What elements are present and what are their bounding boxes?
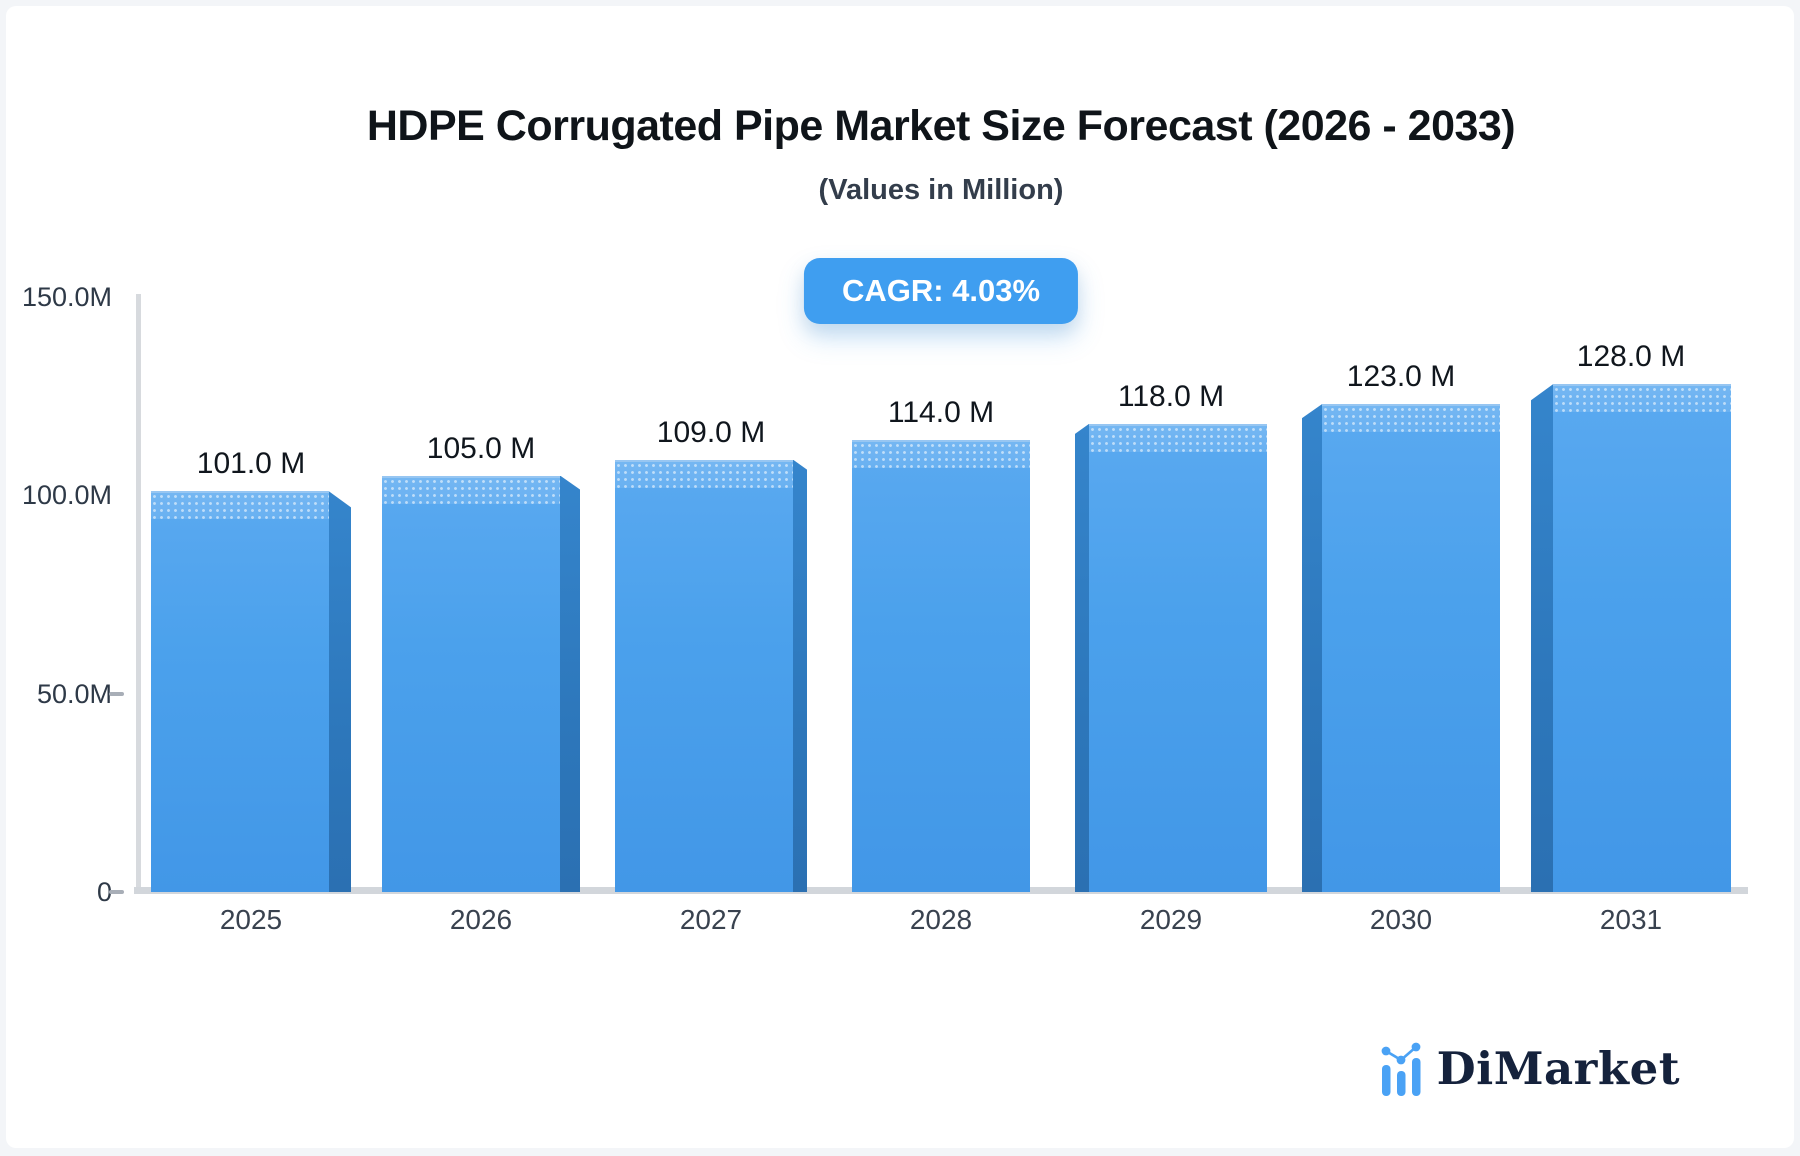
bar-2029[interactable] [1071,423,1271,892]
x-axis-label-2027: 2027 [679,904,743,935]
x-axis-label-2025: 2025 [219,904,283,935]
bar-face [1553,384,1731,892]
x-axis-label-2028: 2028 [909,904,973,935]
chart-subtitle: (Values in Million) [818,174,1064,206]
bar-2027[interactable] [611,459,811,892]
dimarket-logo[interactable]: DiMarket [1379,1040,1680,1096]
page-title: HDPE Corrugated Pipe Market Size Forecas… [366,102,1516,150]
bar-value-label: 118.0 M [1117,379,1225,413]
bar-3d-side [329,491,351,892]
bar-face [1322,404,1500,892]
bar-face [1089,423,1267,892]
x-axis-label-2029: 2029 [1139,904,1203,935]
bar-2031[interactable] [1531,384,1731,892]
x-axis-label-2031: 2031 [1599,904,1663,935]
bar-value-label: 109.0 M [656,415,766,449]
chart-stage: HDPE Corrugated Pipe Market Size Forecas… [6,6,1794,1148]
bar-3d-side [560,475,580,892]
x-axis-label-2030: 2030 [1369,904,1433,935]
bar-face [615,459,793,892]
bar-value-label: 128.0 M [1576,340,1686,374]
brand-name: DiMarket [1436,1041,1680,1095]
x-axis-label-2026: 2026 [449,904,513,935]
y-axis-tick-label: 150.0M [21,282,112,312]
bar-value-label: 101.0 M [196,447,306,481]
bar-2028[interactable] [841,439,1041,892]
chart-card: HDPE Corrugated Pipe Market Size Forecas… [6,6,1794,1148]
bar-3d-side [1302,404,1322,892]
cagr-badge: CAGR: 4.03% [803,258,1079,324]
bar-value-label: 123.0 M [1346,360,1456,394]
y-axis-tick-label: 50.0M [36,678,112,709]
bar-3d-side [1075,423,1089,892]
bar-2025[interactable] [151,491,351,892]
bar-2026[interactable] [381,475,581,892]
y-axis-tick-mark [109,691,124,696]
y-axis-line [136,294,141,892]
bar-line-chart-icon [1379,1040,1425,1096]
bar-2030[interactable] [1301,404,1501,892]
bar-3d-side [1531,384,1553,892]
bar-3d-side [793,459,807,892]
bar-face [382,475,560,892]
y-axis-tick-label: 100.0M [21,480,112,511]
y-axis-tick-mark [109,890,124,894]
bar-face [151,491,329,892]
bar-value-label: 105.0 M [426,431,536,465]
y-axis-tick-label: 0 [96,877,112,907]
bar-value-label: 114.0 M [887,395,995,429]
bar-face [852,439,1030,892]
